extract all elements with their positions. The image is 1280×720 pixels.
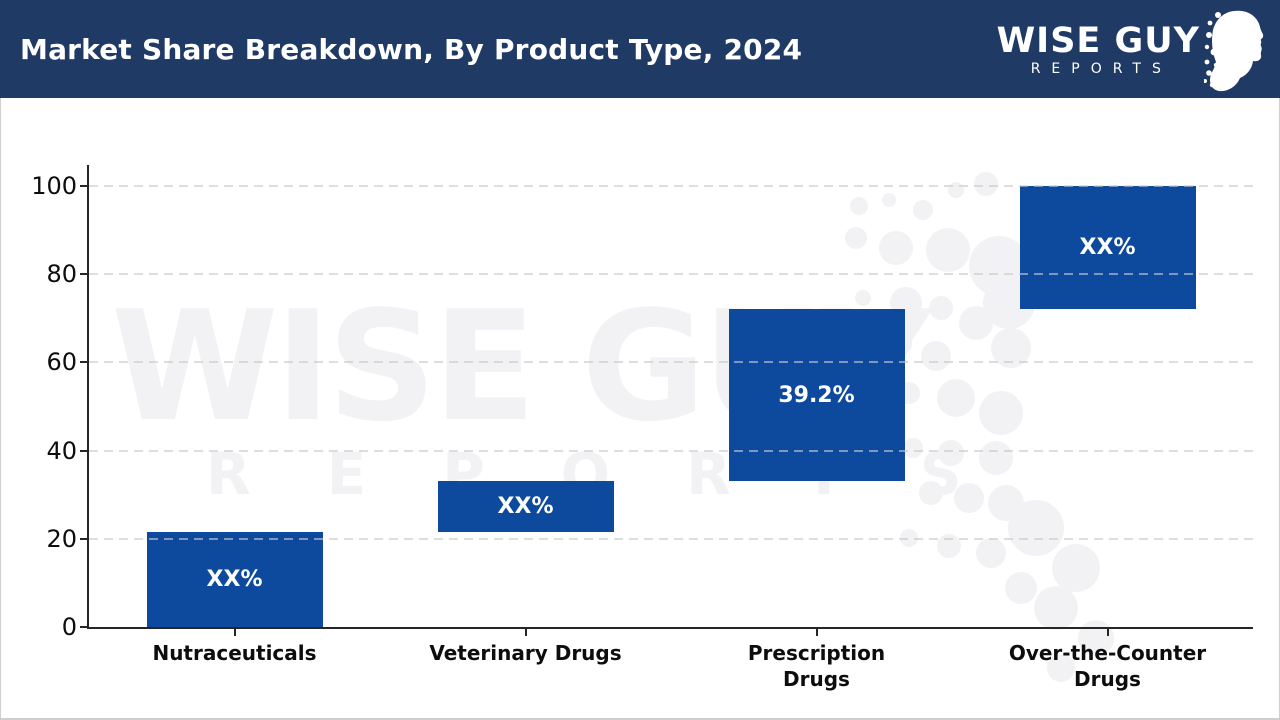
header-banner: Market Share Breakdown, By Product Type,… <box>0 0 1280 98</box>
y-gridline-60 <box>89 361 1253 364</box>
watermark-dot <box>938 440 964 466</box>
bar-value-label: XX% <box>1079 234 1136 260</box>
bar-value-label: XX% <box>497 494 554 520</box>
watermark-dot <box>954 483 984 513</box>
watermark-dot <box>974 172 998 196</box>
y-gridline-80 <box>89 273 1253 276</box>
y-tick-label-100: 100 <box>31 172 77 200</box>
y-tick-label-0: 0 <box>61 613 77 641</box>
watermark-dot <box>929 296 953 320</box>
watermark-dot <box>913 200 933 220</box>
y-tick-label-40: 40 <box>46 436 77 465</box>
watermark-dot <box>1034 586 1078 630</box>
y-tick-mark-40 <box>80 449 89 452</box>
x-tick-mark-0 <box>233 627 236 636</box>
y-tick-mark-80 <box>80 273 89 276</box>
y-gridline-100 <box>89 185 1253 187</box>
chart-plot-area: WISE GUY REPORTS 0 20 40 60 80 100 XX% Nutraceu… <box>0 98 1280 720</box>
y-axis-spine <box>87 165 89 629</box>
watermark-dot <box>845 227 867 249</box>
watermark-dot <box>976 538 1006 568</box>
bar-value-label: 39.2% <box>778 382 855 408</box>
watermark-dot <box>855 290 871 306</box>
y-tick-label-20: 20 <box>46 524 77 553</box>
logo-subtitle: REPORTS <box>1030 60 1172 77</box>
watermark-dot <box>979 391 1023 435</box>
x-tick-mark-3 <box>1106 627 1109 636</box>
y-tick-mark-60 <box>80 361 89 364</box>
x-tick-label-2: Prescription Drugs <box>747 641 886 691</box>
y-tick-mark-0 <box>80 626 89 628</box>
watermark-dot <box>1052 544 1100 592</box>
bar-prescription-drugs: 39.2% <box>728 308 905 482</box>
x-tick-label-0: Nutraceuticals <box>152 641 317 665</box>
y-tick-mark-100 <box>80 185 89 187</box>
y-gridline-40 <box>89 449 1253 452</box>
y-tick-label-60: 60 <box>46 348 77 377</box>
y-tick-mark-20 <box>80 537 89 540</box>
watermark-dot <box>921 341 951 371</box>
y-tick-label-80: 80 <box>46 260 77 289</box>
x-tick-mark-2 <box>815 627 818 636</box>
x-tick-label-1: Veterinary Drugs <box>429 641 622 665</box>
watermark-dot <box>926 228 970 272</box>
bar-nutraceuticals: XX% <box>146 532 323 627</box>
watermark-dot <box>879 231 913 265</box>
watermark-dot <box>1047 654 1075 682</box>
watermark-dot <box>1078 620 1114 656</box>
x-tick-label-3: Over-the-Counter Drugs <box>1008 641 1207 691</box>
x-axis-spine <box>87 627 1253 629</box>
watermark-dot <box>919 481 943 505</box>
bar-veterinary-drugs: XX% <box>437 481 614 533</box>
chart-title: Market Share Breakdown, By Product Type,… <box>20 32 803 66</box>
bar-value-label: XX% <box>206 567 263 593</box>
wise-guy-reports-logo: WISE GUY REPORTS <box>997 8 1266 92</box>
watermark-dot <box>1005 572 1037 604</box>
watermark-dot <box>979 441 1013 475</box>
logo-face-icon <box>1204 10 1264 92</box>
watermark-dot <box>850 197 868 215</box>
watermark-dot <box>991 328 1031 368</box>
bar-over-the-counter-drugs: XX% <box>1019 186 1196 309</box>
watermark-dot <box>903 438 923 458</box>
watermark-dot <box>937 379 975 417</box>
watermark-dot <box>882 193 896 207</box>
watermark-dot <box>1008 500 1064 556</box>
logo-wordmark: WISE GUY <box>996 21 1200 62</box>
logo-text: WISE GUY REPORTS <box>997 23 1200 77</box>
y-gridline-20 <box>89 537 1253 540</box>
x-tick-mark-1 <box>524 627 527 636</box>
